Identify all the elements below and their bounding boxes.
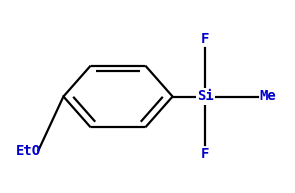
- Text: EtO: EtO: [16, 144, 41, 157]
- Text: Si: Si: [197, 90, 213, 103]
- Text: F: F: [201, 147, 209, 161]
- Text: F: F: [201, 32, 209, 46]
- Text: Me: Me: [260, 90, 276, 103]
